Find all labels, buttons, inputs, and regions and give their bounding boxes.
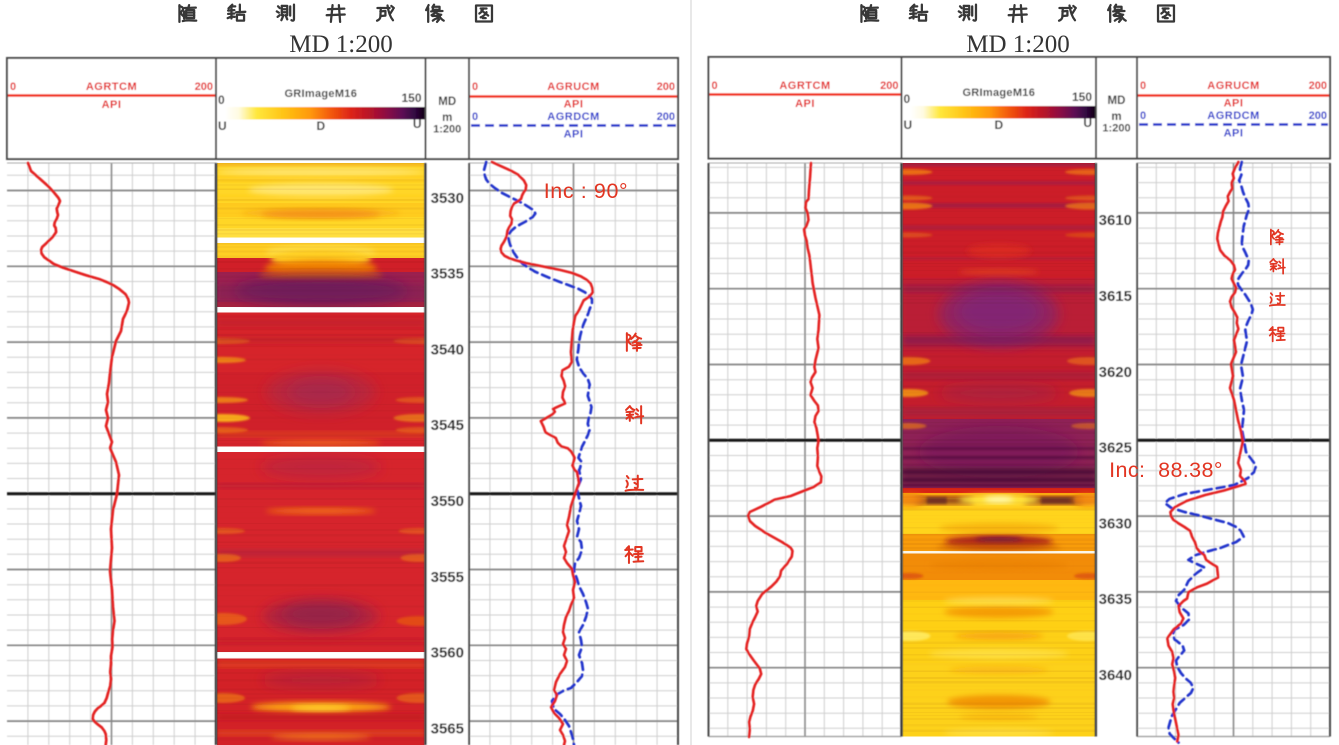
svg-text:U: U: [413, 117, 422, 131]
svg-text:AGRUCM: AGRUCM: [1207, 80, 1260, 92]
svg-text:150: 150: [1072, 90, 1092, 104]
svg-text:API: API: [1224, 98, 1244, 110]
svg-text:MD: MD: [438, 96, 456, 108]
svg-text:API: API: [1224, 128, 1244, 140]
svg-text:200: 200: [657, 81, 675, 93]
svg-text:3545: 3545: [431, 417, 464, 434]
svg-text:D: D: [994, 118, 1003, 132]
svg-text:AGRDCM: AGRDCM: [1207, 110, 1260, 122]
svg-text:3530: 3530: [431, 190, 464, 207]
svg-text:0: 0: [904, 92, 911, 106]
svg-text:API: API: [564, 129, 584, 141]
svg-text:MD: MD: [1108, 95, 1126, 107]
svg-text:API: API: [102, 99, 122, 111]
svg-text:3640: 3640: [1099, 667, 1132, 684]
svg-text:m: m: [1111, 111, 1121, 123]
svg-text:U: U: [1083, 116, 1092, 130]
svg-text:3625: 3625: [1099, 440, 1132, 457]
svg-text:0: 0: [472, 111, 478, 123]
svg-text:200: 200: [657, 111, 675, 123]
svg-text:3620: 3620: [1099, 364, 1132, 381]
svg-text:0: 0: [712, 80, 718, 92]
svg-text:GRImageM16: GRImageM16: [284, 88, 357, 100]
svg-text:AGRTCM: AGRTCM: [779, 80, 830, 92]
svg-text:0: 0: [1140, 110, 1146, 122]
svg-text:200: 200: [880, 80, 898, 92]
svg-text:1:200: 1:200: [1102, 123, 1130, 135]
svg-text:3535: 3535: [431, 266, 464, 283]
svg-text:3560: 3560: [431, 645, 464, 662]
svg-text:U: U: [218, 119, 227, 133]
svg-text:MD 1:200: MD 1:200: [966, 31, 1069, 58]
svg-text:0: 0: [472, 81, 478, 93]
svg-text:API: API: [564, 99, 584, 111]
svg-text:200: 200: [1309, 80, 1327, 92]
svg-text:0: 0: [10, 81, 16, 93]
svg-text:Inc : 90°: Inc : 90°: [544, 179, 629, 203]
svg-text:3540: 3540: [431, 341, 464, 358]
svg-text:3555: 3555: [431, 569, 464, 586]
svg-text:3610: 3610: [1099, 212, 1132, 229]
svg-text:Inc: 88.38°: Inc: 88.38°: [1109, 458, 1223, 482]
svg-text:MD 1:200: MD 1:200: [289, 31, 392, 58]
svg-text:3630: 3630: [1099, 515, 1132, 532]
svg-text:3565: 3565: [431, 720, 464, 737]
svg-text:AGRTCM: AGRTCM: [86, 81, 137, 93]
svg-text:200: 200: [195, 81, 213, 93]
svg-text:GRImageM16: GRImageM16: [962, 87, 1035, 99]
svg-text:200: 200: [1309, 110, 1327, 122]
svg-text:150: 150: [401, 91, 421, 105]
svg-text:0: 0: [1140, 80, 1146, 92]
svg-text:m: m: [442, 112, 452, 124]
svg-text:0: 0: [218, 93, 225, 107]
svg-text:AGRDCM: AGRDCM: [547, 111, 600, 123]
svg-text:AGRUCM: AGRUCM: [547, 81, 600, 93]
svg-text:1:200: 1:200: [433, 124, 461, 136]
svg-text:U: U: [904, 118, 913, 132]
svg-text:API: API: [795, 98, 815, 110]
svg-text:D: D: [316, 119, 325, 133]
svg-text:3550: 3550: [431, 493, 464, 510]
svg-text:3615: 3615: [1099, 288, 1132, 305]
svg-text:3635: 3635: [1099, 591, 1132, 608]
